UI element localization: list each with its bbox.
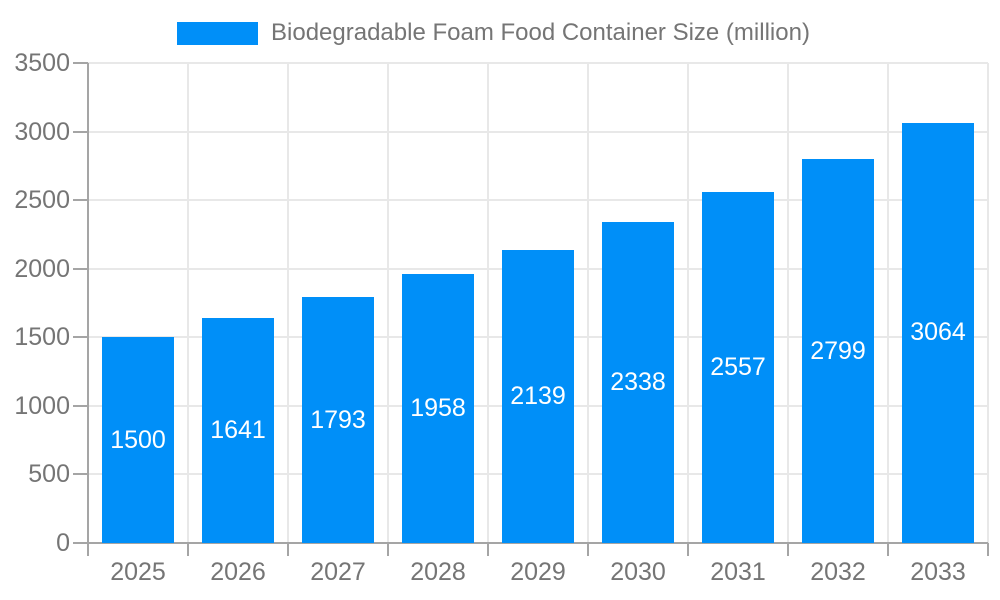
y-axis-tick [73, 199, 88, 202]
x-axis-tick [87, 543, 89, 556]
bar-value-label: 3064 [910, 318, 966, 347]
y-gridline [88, 130, 988, 133]
x-gridline [987, 63, 989, 543]
x-axis-tick [387, 543, 389, 556]
x-gridline [587, 63, 589, 543]
y-axis-tick [73, 130, 88, 133]
bar-value-label: 2139 [510, 381, 566, 410]
x-axis-tick-label: 2033 [910, 558, 966, 586]
x-gridline [887, 63, 889, 543]
y-gridline [88, 199, 988, 202]
x-axis-tick [987, 543, 989, 556]
bar-value-label: 2338 [610, 368, 666, 397]
y-axis-tick-label: 3500 [14, 49, 70, 77]
x-axis-tick-label: 2032 [810, 558, 866, 586]
y-axis-tick [73, 404, 88, 407]
bar-value-label: 2557 [710, 353, 766, 382]
y-axis-tick-label: 1000 [14, 391, 70, 420]
legend-item[interactable]: Biodegradable Foam Food Container Size (… [177, 19, 810, 47]
bar-2032: 2799 [802, 159, 874, 543]
x-gridline [387, 63, 389, 543]
x-axis-tick [687, 543, 689, 556]
y-axis-tick [73, 267, 88, 270]
bar-2029: 2139 [502, 249, 574, 543]
x-axis-tick [587, 543, 589, 556]
x-gridline [187, 63, 189, 543]
bar-2025: 1500 [102, 337, 174, 543]
x-axis-line [88, 542, 988, 544]
y-axis-tick [73, 542, 88, 544]
bar-value-label: 1958 [410, 394, 466, 423]
y-axis-tick-label: 3000 [14, 117, 70, 146]
x-gridline [487, 63, 489, 543]
bar-value-label: 2799 [810, 336, 866, 365]
y-axis-tick [73, 62, 88, 64]
x-gridline [287, 63, 289, 543]
x-gridline [687, 63, 689, 543]
bar-2026: 1641 [202, 317, 274, 543]
bar-2033: 3064 [902, 122, 974, 543]
bar-value-label: 1500 [110, 425, 166, 454]
bar-2027: 1793 [302, 297, 374, 543]
x-axis-tick-label: 2030 [610, 558, 666, 586]
y-axis-tick-label: 2500 [14, 186, 70, 215]
y-axis-tick [73, 336, 88, 339]
y-axis-tick [73, 473, 88, 476]
y-gridline [88, 62, 988, 64]
legend-label: Biodegradable Foam Food Container Size (… [271, 19, 810, 46]
bar-2028: 1958 [402, 274, 474, 543]
x-axis-tick-label: 2028 [410, 558, 466, 586]
bar-2031: 2557 [702, 192, 774, 543]
y-axis-tick-label: 2000 [14, 254, 70, 283]
x-axis-tick [487, 543, 489, 556]
x-axis-tick-label: 2029 [510, 558, 566, 586]
legend-swatch-icon [177, 21, 258, 45]
bar-2030: 2338 [602, 222, 674, 543]
x-gridline [787, 63, 789, 543]
x-axis-tick-label: 2027 [310, 558, 366, 586]
x-axis-tick [187, 543, 189, 556]
y-axis-tick-label: 1500 [14, 323, 70, 352]
x-axis-tick [887, 543, 889, 556]
bar-value-label: 1793 [310, 405, 366, 434]
x-axis-tick [287, 543, 289, 556]
x-axis-tick-label: 2031 [710, 558, 766, 586]
x-axis-tick-label: 2025 [110, 558, 166, 586]
y-axis-tick-label: 500 [28, 460, 70, 489]
y-axis-tick-label: 0 [56, 529, 70, 557]
x-axis-tick-label: 2026 [210, 558, 266, 586]
x-axis-tick [787, 543, 789, 556]
bar-value-label: 1641 [210, 415, 266, 444]
y-axis-line [87, 63, 89, 556]
